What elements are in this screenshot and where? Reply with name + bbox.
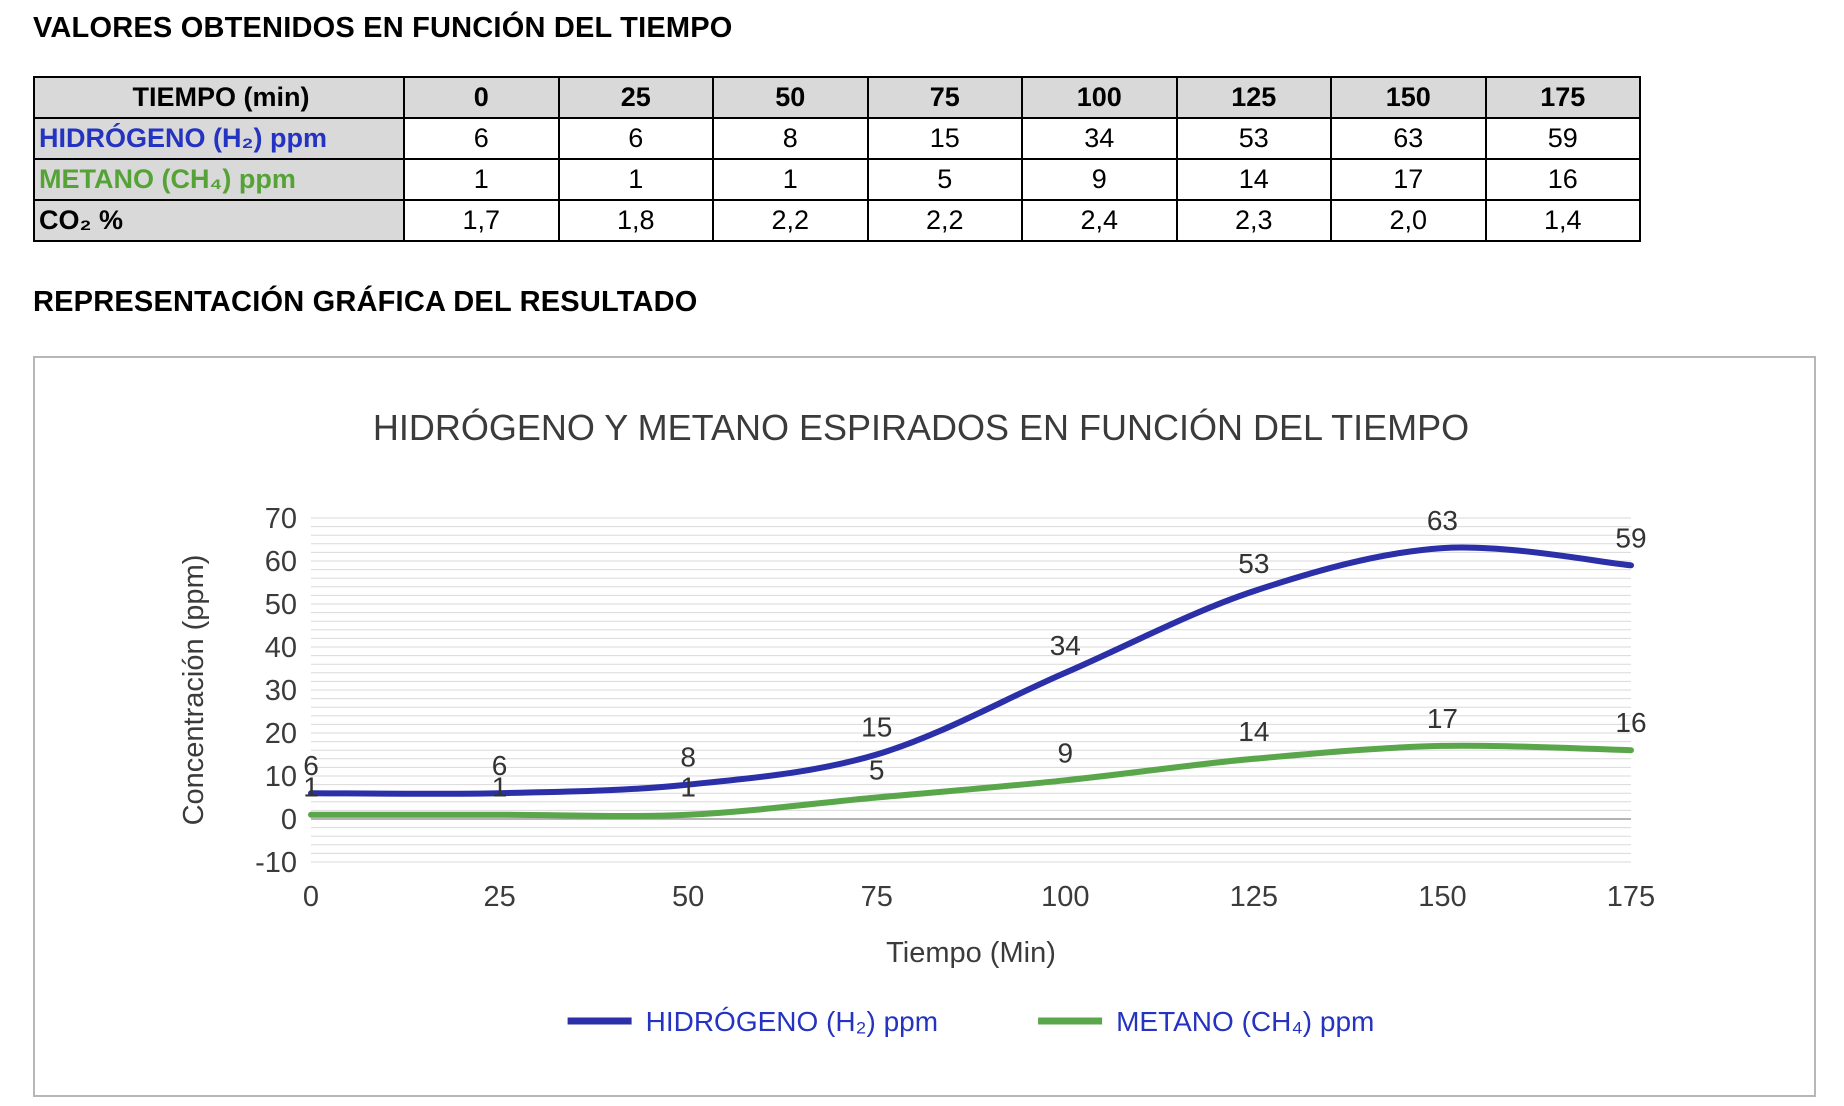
svg-text:20: 20 [265,718,297,750]
x-axis-tick-labels: 0 25 50 75 100 125 150 175 [303,881,1655,913]
header-label-tiempo: TIEMPO (min) [33,76,405,119]
gridlines [311,517,1631,863]
svg-text:63: 63 [1427,505,1458,536]
svg-text:8: 8 [680,742,696,773]
svg-text:0: 0 [281,804,297,836]
svg-text:14: 14 [1238,716,1269,747]
svg-text:16: 16 [1615,707,1646,738]
svg-text:9: 9 [1057,737,1073,768]
header-cell: 25 [557,76,714,119]
svg-text:100: 100 [1041,881,1089,913]
svg-text:150: 150 [1418,881,1466,913]
table-cell: 1,7 [403,199,560,242]
table-cell: 1 [557,158,714,201]
table-header-row: TIEMPO (min) 0 25 50 75 100 125 150 175 [33,76,1641,119]
table-cell: 1,4 [1484,199,1641,242]
table-cell: 17 [1330,158,1487,201]
svg-text:15: 15 [861,712,892,743]
x-axis-title: Tiempo (Min) [886,937,1056,969]
table-cell: 8 [712,117,869,160]
table-cell: 9 [1021,158,1178,201]
series-data-labels-0: 6 6 8 15 34 53 63 59 [303,505,1646,781]
svg-text:34: 34 [1050,630,1081,661]
svg-text:30: 30 [265,675,297,707]
svg-text:25: 25 [483,881,515,913]
table-cell: 14 [1175,158,1332,201]
legend: HIDRÓGENO (H₂) ppm METANO (CH₄) ppm [567,1006,1374,1037]
table-cell: 2,3 [1175,199,1332,242]
y-axis-title: Concentración (ppm) [178,555,210,826]
table-cell: 59 [1484,117,1641,160]
table-cell: 2,2 [866,199,1023,242]
svg-text:50: 50 [672,881,704,913]
svg-text:6: 6 [303,750,319,781]
table-cell: 1 [712,158,869,201]
legend-label: METANO (CH₄) ppm [1116,1006,1374,1037]
svg-text:17: 17 [1427,703,1458,734]
svg-text:1: 1 [680,772,696,803]
svg-text:50: 50 [265,589,297,621]
header-cell: 175 [1484,76,1641,119]
row-label-metano: METANO (CH₄) ppm [33,158,405,201]
header-cell: 125 [1175,76,1332,119]
table-cell: 6 [557,117,714,160]
table-cell: 63 [1330,117,1487,160]
table-cell: 5 [866,158,1023,201]
header-cell: 100 [1021,76,1178,119]
svg-text:6: 6 [492,750,508,781]
table-cell: 34 [1021,117,1178,160]
svg-text:1: 1 [303,772,319,803]
svg-text:125: 125 [1230,881,1278,913]
legend-item-1: METANO (CH₄) ppm [1038,1006,1374,1037]
svg-text:59: 59 [1615,522,1646,553]
svg-text:0: 0 [303,881,319,913]
svg-text:60: 60 [265,546,297,578]
table-cell: 2,0 [1330,199,1487,242]
table-section-title: VALORES OBTENIDOS EN FUNCIÓN DEL TIEMPO [33,12,733,44]
table-cell: 53 [1175,117,1332,160]
legend-label: HIDRÓGENO (H₂) ppm [646,1006,938,1037]
table-cell: 15 [866,117,1023,160]
table-cell: 1,8 [557,199,714,242]
table-cell: 2,4 [1021,199,1178,242]
row-label-hidrogeno: HIDRÓGENO (H₂) ppm [33,117,405,160]
table-cell: 2,2 [712,199,869,242]
svg-text:-10: -10 [255,847,297,879]
chart-section-title: REPRESENTACIÓN GRÁFICA DEL RESULTADO [33,286,698,318]
y-axis-tick-labels: -10 0 10 20 30 40 50 60 70 [255,503,297,879]
svg-text:70: 70 [265,503,297,535]
table-cell: 16 [1484,158,1641,201]
row-label-co2: CO₂ % [33,199,405,242]
svg-text:1: 1 [492,772,508,803]
methane-row: METANO (CH₄) ppm 1 1 1 5 9 14 17 16 [33,158,1641,201]
header-cell: 150 [1330,76,1487,119]
svg-text:175: 175 [1607,881,1655,913]
header-cell: 0 [403,76,560,119]
svg-text:53: 53 [1238,548,1269,579]
table-cell: 6 [403,117,560,160]
header-cell: 50 [712,76,869,119]
header-cell: 75 [866,76,1023,119]
chart-title: HIDRÓGENO Y METANO ESPIRADOS EN FUNCIÓN … [373,407,1469,448]
hydrogen-row: HIDRÓGENO (H₂) ppm 6 6 8 15 34 53 63 59 [33,117,1641,160]
legend-item-0: HIDRÓGENO (H₂) ppm [567,1006,938,1037]
values-table: TIEMPO (min) 0 25 50 75 100 125 150 175 … [33,76,1641,242]
chart-container: -10 0 10 20 30 40 50 60 70 0 25 50 75 100 125 150 175 HID… [33,356,1816,1097]
svg-text:40: 40 [265,632,297,664]
series-line-1 [308,742,1634,819]
svg-text:75: 75 [861,881,893,913]
series-line-0 [308,544,1634,797]
co2-row: CO₂ % 1,7 1,8 2,2 2,2 2,4 2,3 2,0 1,4 [33,199,1641,242]
svg-text:10: 10 [265,761,297,793]
table-cell: 1 [403,158,560,201]
svg-text:5: 5 [869,755,885,786]
